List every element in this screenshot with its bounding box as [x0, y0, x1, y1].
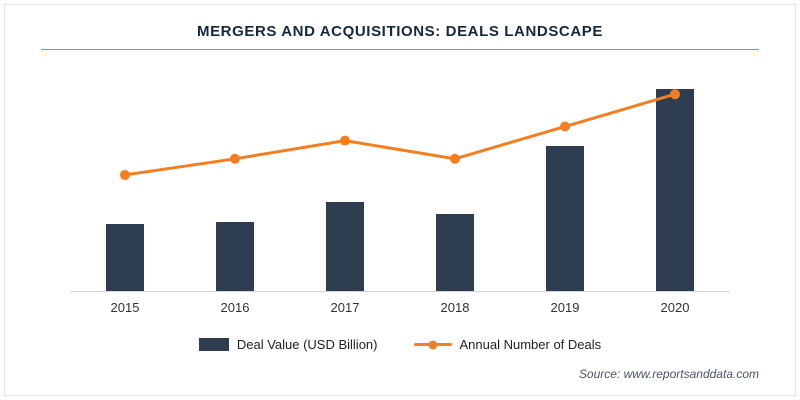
- legend-label-deal-value: Deal Value (USD Billion): [236, 337, 378, 352]
- deal-value-swatch-icon: [198, 338, 229, 351]
- chart-title: MERGERS AND ACQUISITIONS: DEALS LANDSCAP…: [196, 23, 603, 40]
- line-marker-icon: [230, 153, 240, 164]
- legend-label-annual-deals: Annual Number of Deals: [459, 337, 602, 352]
- legend-item-annual-deals: Annual Number of Deals: [413, 337, 602, 352]
- deal-value-bar: [546, 145, 584, 291]
- line-marker-icon: [670, 89, 680, 100]
- line-marker-icon: [450, 153, 460, 164]
- deal-value-bar: [216, 222, 254, 291]
- chart-frame: MERGERS AND ACQUISITIONS: DEALS LANDSCAP…: [4, 4, 796, 396]
- x-tick-label: 2015: [110, 300, 140, 315]
- annual-deals-line-swatch-icon: [413, 340, 452, 349]
- line-marker-icon: [428, 340, 437, 349]
- legend: Deal Value (USD Billion) Annual Number o…: [5, 337, 795, 352]
- deal-value-bar: [326, 202, 364, 291]
- deal-value-bar: [656, 89, 694, 291]
- x-axis-labels: 2015 2016 2017 2018 2019 2020: [70, 300, 730, 315]
- x-tick-label: 2018: [440, 300, 470, 315]
- x-tick-label: 2017: [330, 300, 360, 315]
- plot-area: [70, 70, 730, 292]
- x-axis-line: [70, 291, 730, 292]
- source-text: Source: www.reportsanddata.com: [578, 367, 759, 381]
- deal-value-bar: [436, 214, 474, 291]
- x-tick-label: 2020: [660, 300, 690, 315]
- x-tick-label: 2019: [550, 300, 580, 315]
- deal-value-bar: [106, 224, 144, 291]
- line-marker-icon: [560, 121, 570, 132]
- title-divider: [41, 49, 759, 50]
- line-marker-icon: [120, 169, 130, 180]
- line-marker-icon: [340, 135, 350, 146]
- annual-deals-line: [120, 89, 680, 180]
- x-tick-label: 2016: [220, 300, 250, 315]
- legend-item-deal-value: Deal Value (USD Billion): [198, 337, 378, 352]
